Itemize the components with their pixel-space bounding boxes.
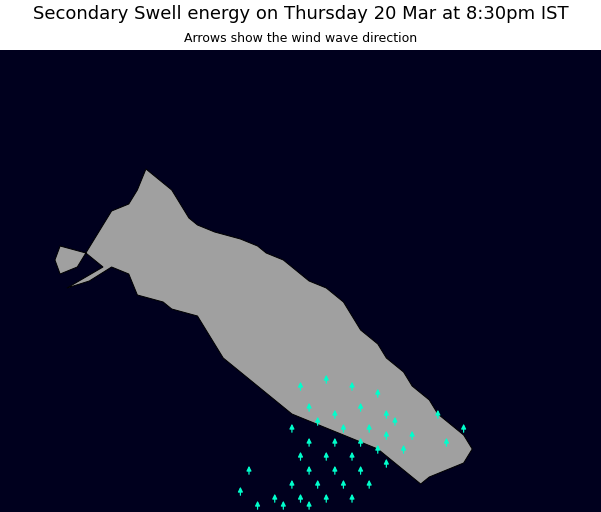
Polygon shape bbox=[55, 169, 472, 484]
Text: Arrows show the wind wave direction: Arrows show the wind wave direction bbox=[184, 32, 417, 46]
Text: Secondary Swell energy on Thursday 20 Mar at 8:30pm IST: Secondary Swell energy on Thursday 20 Ma… bbox=[32, 5, 569, 23]
